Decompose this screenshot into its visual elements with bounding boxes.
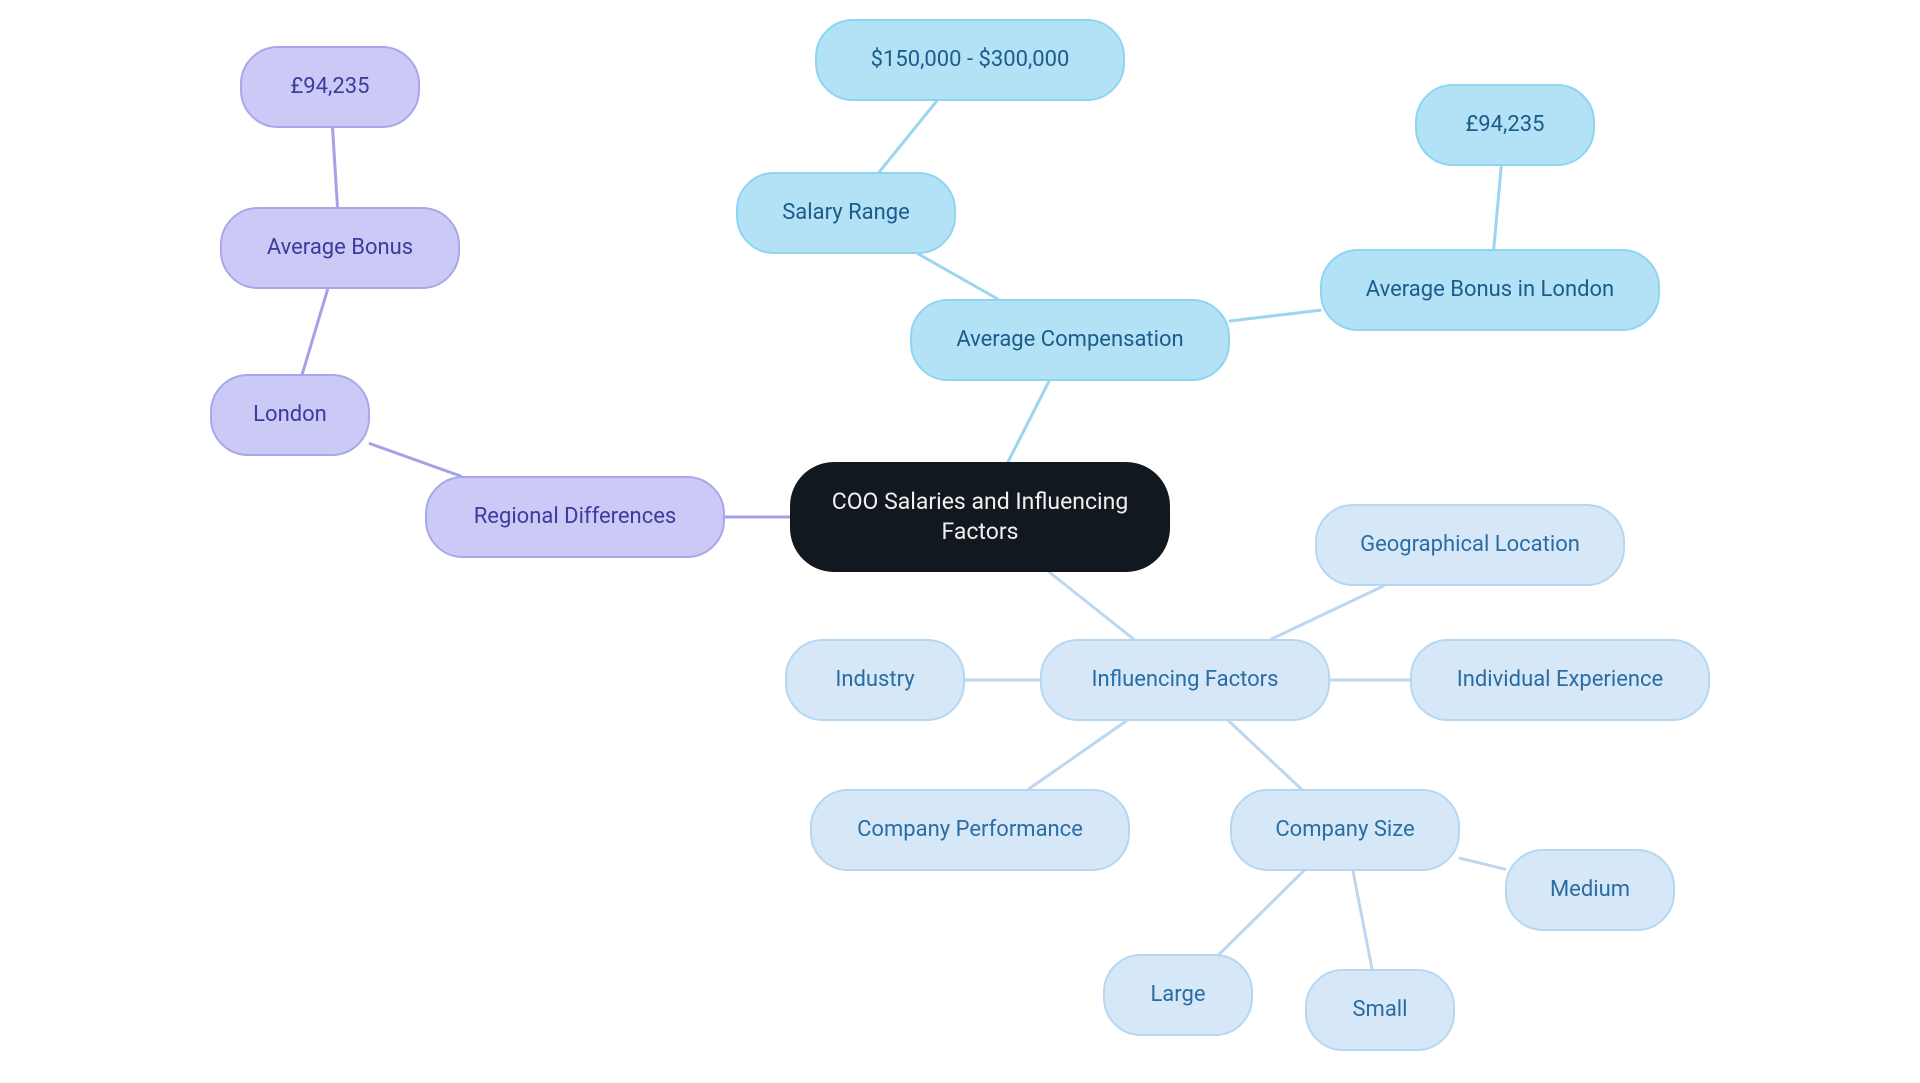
node-small[interactable]: Small bbox=[1305, 969, 1455, 1051]
node-company-size[interactable]: Company Size bbox=[1230, 789, 1460, 871]
node-salary-range-value[interactable]: $150,000 - $300,000 bbox=[815, 19, 1125, 101]
node-industry[interactable]: Industry bbox=[785, 639, 965, 721]
node-london[interactable]: London bbox=[210, 374, 370, 456]
node-influencing-factors[interactable]: Influencing Factors bbox=[1040, 639, 1330, 721]
node-company-performance[interactable]: Company Performance bbox=[810, 789, 1130, 871]
node-geographical-location[interactable]: Geographical Location bbox=[1315, 504, 1625, 586]
node-bonus-london-value[interactable]: £94,235 bbox=[1415, 84, 1595, 166]
node-individual-experience[interactable]: Individual Experience bbox=[1410, 639, 1710, 721]
node-bonus-value[interactable]: £94,235 bbox=[240, 46, 420, 128]
mindmap-canvas: COO Salaries and Influencing Factors Reg… bbox=[0, 0, 1920, 1083]
node-large[interactable]: Large bbox=[1103, 954, 1253, 1036]
node-salary-range[interactable]: Salary Range bbox=[736, 172, 956, 254]
node-average-bonus[interactable]: Average Bonus bbox=[220, 207, 460, 289]
node-regional-differences[interactable]: Regional Differences bbox=[425, 476, 725, 558]
node-medium[interactable]: Medium bbox=[1505, 849, 1675, 931]
node-root[interactable]: COO Salaries and Influencing Factors bbox=[790, 462, 1170, 572]
node-average-bonus-london[interactable]: Average Bonus in London bbox=[1320, 249, 1660, 331]
node-average-compensation[interactable]: Average Compensation bbox=[910, 299, 1230, 381]
